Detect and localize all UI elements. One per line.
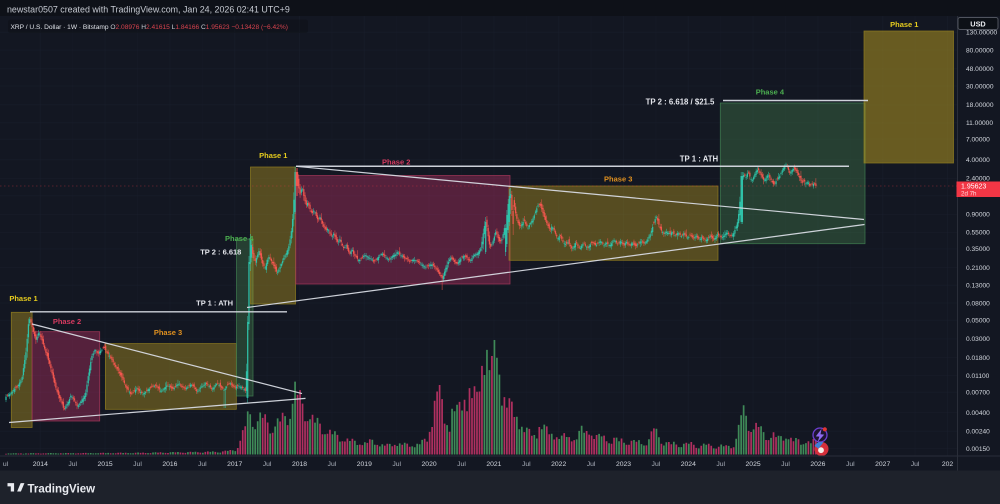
svg-text:2020: 2020 bbox=[422, 461, 437, 468]
svg-text:USD: USD bbox=[970, 19, 985, 28]
svg-text:Phase 3: Phase 3 bbox=[604, 174, 632, 183]
svg-text:0.00240: 0.00240 bbox=[966, 429, 990, 436]
svg-text:2026: 2026 bbox=[810, 461, 825, 468]
svg-text:18.00000: 18.00000 bbox=[966, 102, 994, 109]
svg-text:2025: 2025 bbox=[746, 461, 761, 468]
svg-text:Phase 4: Phase 4 bbox=[756, 87, 785, 96]
svg-text:2018: 2018 bbox=[292, 461, 307, 468]
svg-text:Phase 1: Phase 1 bbox=[890, 20, 918, 29]
svg-text:2027: 2027 bbox=[875, 461, 890, 468]
svg-text:TP 1 : ATH: TP 1 : ATH bbox=[196, 298, 233, 307]
svg-text:Jul: Jul bbox=[846, 461, 855, 468]
svg-text:TP 2 : 6.618: TP 2 : 6.618 bbox=[200, 247, 241, 256]
svg-text:newstar0507 created with Tradi: newstar0507 created with TradingView.com… bbox=[7, 4, 290, 14]
svg-text:ul: ul bbox=[3, 461, 9, 468]
svg-text:2.40000: 2.40000 bbox=[966, 176, 990, 183]
svg-text:Phase 3: Phase 3 bbox=[154, 328, 182, 337]
svg-text:Jul: Jul bbox=[198, 461, 207, 468]
svg-text:Phase 1: Phase 1 bbox=[9, 294, 37, 303]
svg-text:TP 1 : ATH: TP 1 : ATH bbox=[680, 154, 719, 163]
svg-text:0.00700: 0.00700 bbox=[966, 390, 990, 397]
svg-text:0.03000: 0.03000 bbox=[966, 336, 990, 343]
svg-text:Jul: Jul bbox=[716, 461, 725, 468]
svg-text:48.00000: 48.00000 bbox=[966, 66, 994, 73]
svg-text:0.00400: 0.00400 bbox=[966, 410, 990, 417]
svg-text:Jul: Jul bbox=[522, 461, 531, 468]
svg-text:0.13000: 0.13000 bbox=[966, 283, 990, 290]
svg-text:2016: 2016 bbox=[162, 461, 177, 468]
svg-text:130.00000: 130.00000 bbox=[966, 30, 998, 37]
svg-text:2021: 2021 bbox=[486, 461, 501, 468]
svg-text:1.95623: 1.95623 bbox=[961, 183, 986, 190]
svg-text:Jul: Jul bbox=[587, 461, 596, 468]
svg-text:Phase 2: Phase 2 bbox=[382, 158, 410, 167]
svg-text:30.00000: 30.00000 bbox=[966, 83, 994, 90]
svg-text:Jul: Jul bbox=[652, 461, 661, 468]
svg-text:Jul: Jul bbox=[911, 461, 920, 468]
svg-text:2024: 2024 bbox=[681, 461, 696, 468]
svg-text:Phase 4: Phase 4 bbox=[225, 234, 254, 243]
svg-text:XRP / U.S. Dollar · 1W · Bitst: XRP / U.S. Dollar · 1W · Bitstamp O2.089… bbox=[11, 24, 288, 31]
svg-text:0.08000: 0.08000 bbox=[966, 300, 990, 307]
svg-text:7.00000: 7.00000 bbox=[966, 137, 990, 144]
svg-text:Jul: Jul bbox=[68, 461, 77, 468]
svg-text:Jul: Jul bbox=[328, 461, 337, 468]
svg-text:Jul: Jul bbox=[263, 461, 272, 468]
svg-text:0.00150: 0.00150 bbox=[966, 446, 990, 453]
svg-text:0.01100: 0.01100 bbox=[966, 373, 990, 380]
svg-text:2014: 2014 bbox=[33, 461, 48, 468]
svg-text:0.01800: 0.01800 bbox=[966, 355, 990, 362]
svg-text:Phase 2: Phase 2 bbox=[53, 317, 81, 326]
svg-text:Phase 1: Phase 1 bbox=[259, 151, 287, 160]
svg-text:2017: 2017 bbox=[227, 461, 242, 468]
svg-text:0.05000: 0.05000 bbox=[966, 318, 990, 325]
svg-text:0.90000: 0.90000 bbox=[966, 212, 990, 219]
svg-text:202: 202 bbox=[942, 461, 954, 468]
svg-text:Jul: Jul bbox=[133, 461, 142, 468]
svg-text:2019: 2019 bbox=[357, 461, 372, 468]
svg-text:Jul: Jul bbox=[781, 461, 790, 468]
svg-text:0.21000: 0.21000 bbox=[966, 265, 990, 272]
svg-text:Jul: Jul bbox=[457, 461, 466, 468]
svg-text:2d 7h: 2d 7h bbox=[961, 190, 977, 197]
svg-text:TP 2 : 6.618 / $21.5: TP 2 : 6.618 / $21.5 bbox=[646, 98, 715, 107]
svg-text:80.00000: 80.00000 bbox=[966, 47, 994, 54]
svg-text:TradingView: TradingView bbox=[28, 483, 96, 495]
svg-text:0.55000: 0.55000 bbox=[966, 230, 990, 237]
svg-text:0.35000: 0.35000 bbox=[966, 246, 990, 253]
svg-text:11.00000: 11.00000 bbox=[966, 120, 993, 127]
svg-text:2015: 2015 bbox=[98, 461, 113, 468]
svg-text:Jul: Jul bbox=[392, 461, 401, 468]
svg-text:2023: 2023 bbox=[616, 461, 631, 468]
svg-text:2022: 2022 bbox=[551, 461, 566, 468]
svg-text:4.00000: 4.00000 bbox=[966, 157, 990, 164]
